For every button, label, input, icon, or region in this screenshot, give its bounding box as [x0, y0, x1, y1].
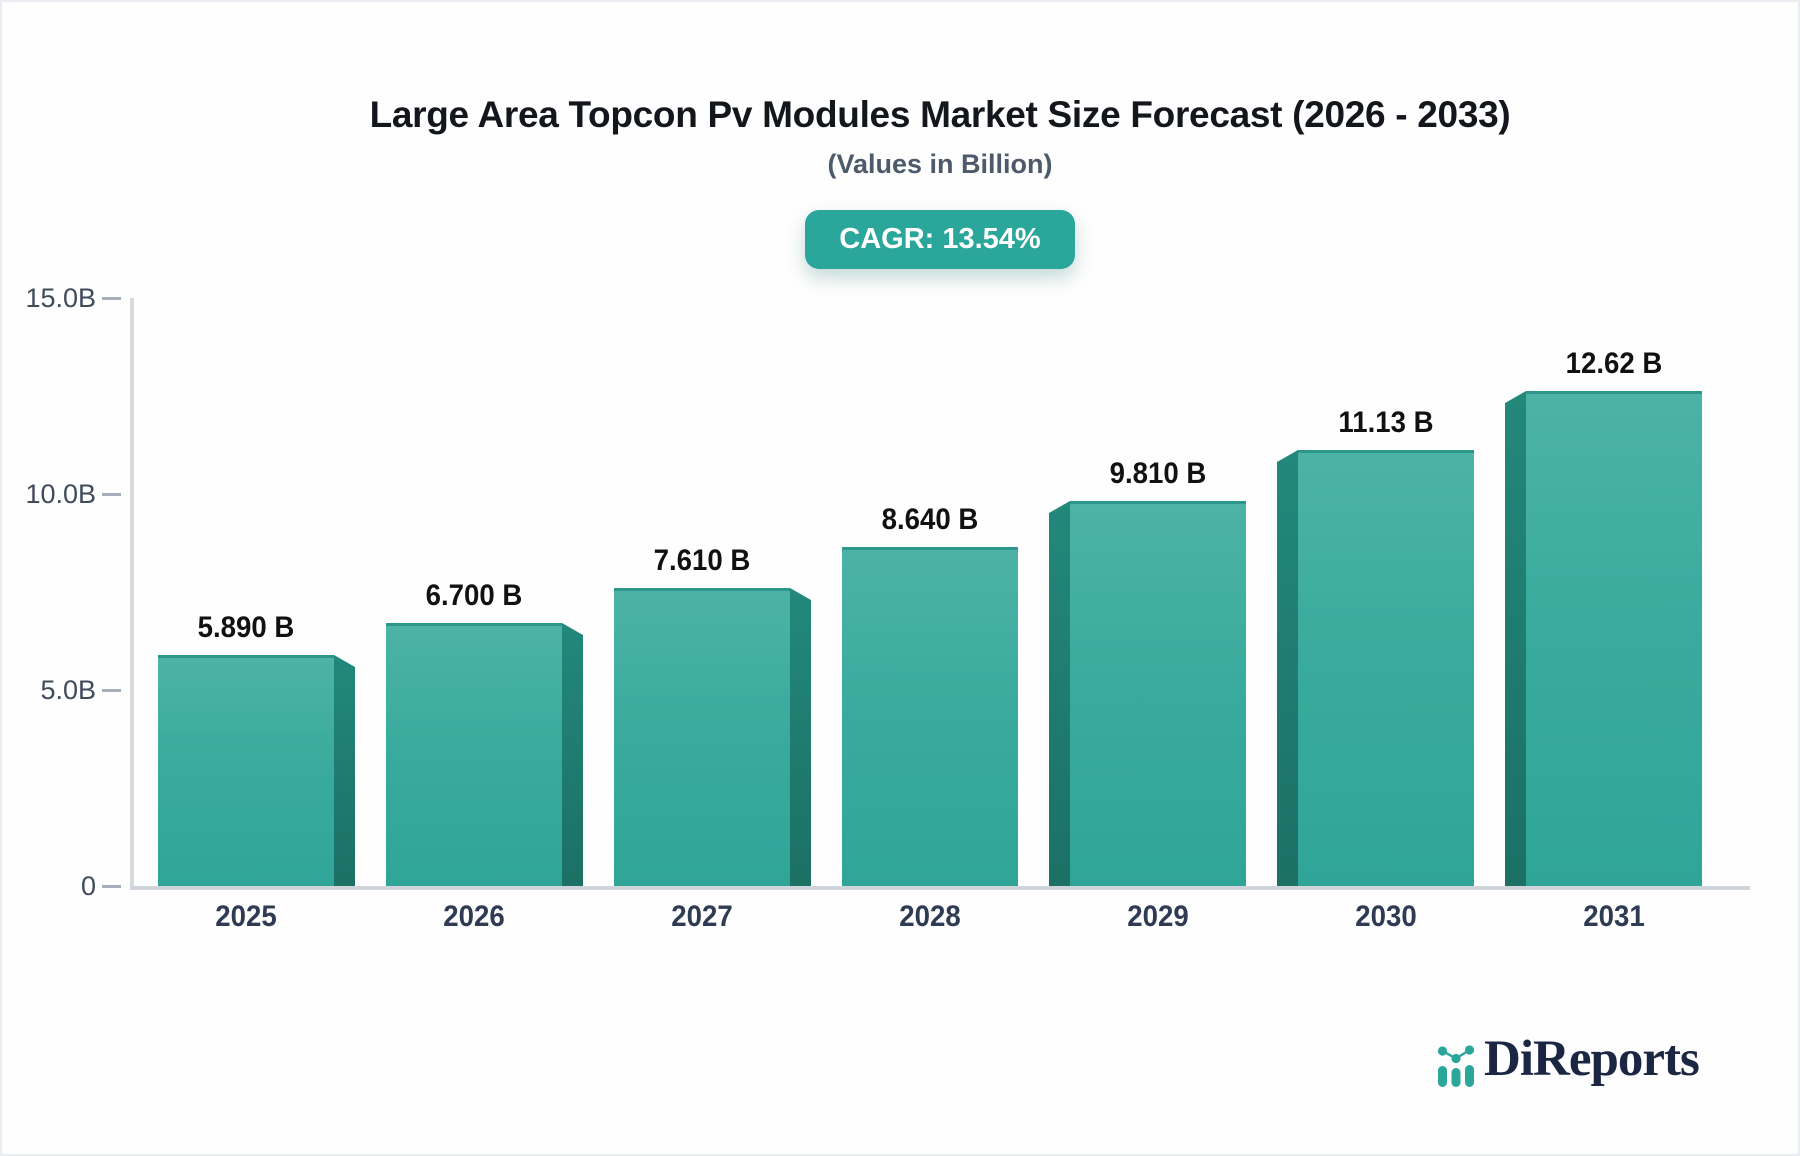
- bar-side-3d: [562, 623, 583, 886]
- bar-value-label: 11.13 B: [1338, 406, 1434, 439]
- y-axis-tick: [102, 297, 121, 300]
- y-axis-label: 5.0B: [40, 675, 96, 705]
- bar-value-label: 7.610 B: [653, 544, 751, 577]
- bar-side-3d: [1277, 450, 1298, 886]
- plot-area: 0 5.0B 10.0B 15.0B 5.890 B 2025 6.700 B 2026 7.6…: [25, 285, 1750, 932]
- y-axis-tick: [102, 885, 121, 888]
- y-axis-tick: [102, 689, 121, 692]
- bar-face: [614, 588, 790, 886]
- cagr-badge: CAGR: 13.54%: [805, 210, 1075, 269]
- bar-face: [1526, 391, 1702, 886]
- x-axis-label: 2026: [443, 900, 505, 933]
- y-axis-label: 10.0B: [25, 479, 96, 509]
- y-axis-line: [130, 298, 134, 890]
- bar-face: [1070, 501, 1246, 886]
- bar-face: [1298, 450, 1474, 886]
- x-axis-label: 2028: [899, 900, 961, 933]
- bar-value-label: 12.62 B: [1565, 347, 1663, 380]
- x-axis-label: 2027: [671, 900, 733, 933]
- bar-value-label: 9.810 B: [1109, 457, 1207, 490]
- bar-face: [158, 655, 334, 886]
- y-axis-label: 0: [80, 871, 96, 901]
- x-axis-label: 2029: [1127, 900, 1189, 933]
- bar-value-label: 5.890 B: [197, 611, 295, 644]
- bar-side-3d: [1505, 391, 1526, 886]
- bar-side-3d: [334, 655, 355, 886]
- chart-title: Large Area Topcon Pv Modules Market Size…: [369, 94, 1511, 135]
- bar-side-3d: [790, 588, 811, 886]
- bar-face: [842, 547, 1018, 886]
- x-axis-label: 2030: [1355, 900, 1417, 933]
- bar-value-label: 8.640 B: [881, 503, 979, 536]
- direports-logo-icon: [1437, 1045, 1475, 1087]
- y-axis-label: 15.0B: [25, 283, 96, 313]
- bar-side-3d: [1049, 501, 1070, 886]
- x-axis-label: 2025: [215, 900, 277, 933]
- chart-subtitle: (Values in Billion): [827, 149, 1053, 179]
- x-axis-line: [130, 886, 1750, 890]
- chart-header: Large Area Topcon Pv Modules Market Size…: [132, 2, 1748, 269]
- x-axis-label: 2031: [1583, 900, 1645, 933]
- direports-logo-text: DiReports: [1484, 1031, 1700, 1087]
- bar-value-label: 6.700 B: [425, 579, 523, 612]
- bar-face: [386, 623, 562, 886]
- y-axis-tick: [102, 493, 121, 496]
